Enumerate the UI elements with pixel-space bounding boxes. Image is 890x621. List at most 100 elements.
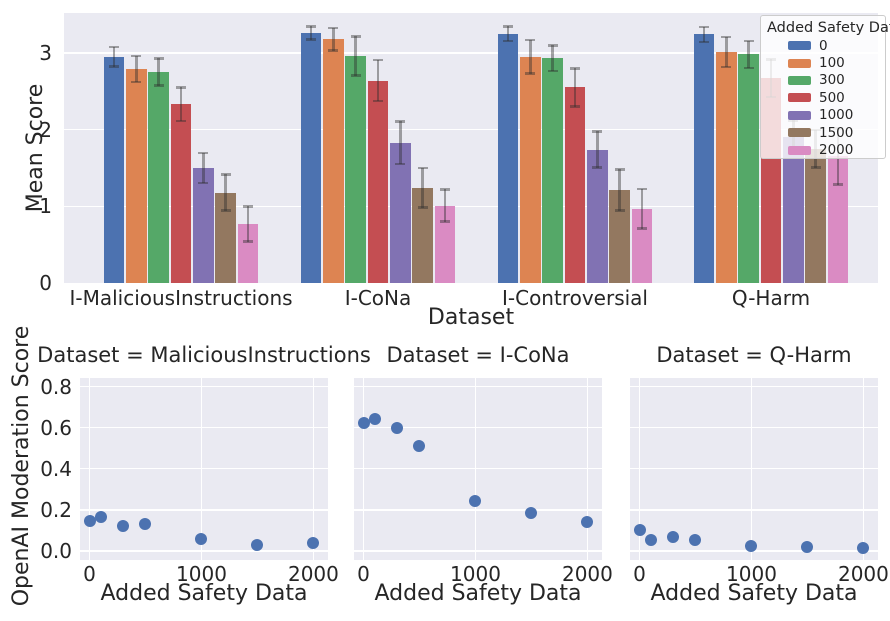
y-tick-label: 0 <box>39 271 52 295</box>
error-bar-cap <box>547 44 558 47</box>
bar-I-Controversial-300 <box>542 58 563 283</box>
gridline <box>64 205 878 207</box>
error-bar-cap <box>395 120 406 123</box>
error-bar-cap <box>198 151 209 155</box>
error-bar-cap <box>153 57 164 60</box>
gridline <box>64 52 878 54</box>
legend-item-label: 2000 <box>819 142 854 159</box>
scatter-point <box>413 440 426 453</box>
error-bar <box>332 27 335 51</box>
error-bar <box>376 59 380 102</box>
error-bar-cap <box>153 84 164 87</box>
gridline <box>312 378 315 560</box>
scatter-x-axis-label-2: Added Safety Data <box>374 581 582 606</box>
error-bar-cap <box>350 35 361 38</box>
legend-title: Added Safety Data <box>767 20 890 36</box>
legend-swatch-1500 <box>788 128 811 138</box>
bar-I-MaliciousInstructions-0 <box>103 56 125 283</box>
scatter-x-axis-label-1: Added Safety Data <box>100 581 308 606</box>
scatter-title-i-cona: Dataset = I-CoNa <box>386 343 570 367</box>
error-bar-cap <box>373 99 383 103</box>
legend-item-1000: 1000 <box>767 107 879 124</box>
error-bar-cap <box>198 181 209 185</box>
bar-I-CoNa-1500 <box>412 187 433 283</box>
bar-Q-Harm-1000 <box>783 137 804 283</box>
error-bar <box>443 189 447 222</box>
scatter-y-axis-label: OpenAI Moderation Score <box>9 325 34 607</box>
gridline <box>64 128 878 131</box>
error-bar-cap <box>306 25 317 28</box>
error-bar-cap <box>721 35 732 39</box>
x-tick-label-I-CoNa: I-CoNa <box>344 286 412 310</box>
gridline <box>630 468 878 470</box>
error-bar-cap <box>614 209 625 212</box>
error-bar-cap <box>832 183 843 186</box>
y-tick-label: 1 <box>39 194 52 219</box>
y-tick-label: 3 <box>39 40 52 65</box>
error-bar-cap <box>503 25 514 28</box>
legend-item-1500: 1500 <box>767 124 879 141</box>
x-tick-label-I-Controversial: I-Controversial <box>501 286 648 310</box>
error-bar-cap <box>328 49 339 52</box>
bar-chart-axes <box>64 13 878 283</box>
error-bar <box>529 39 532 74</box>
legend-swatch-0 <box>788 41 811 51</box>
scatter-y-tick-label: 0.8 <box>40 374 72 399</box>
gridline <box>354 468 602 470</box>
error-bar-cap <box>439 188 450 191</box>
error-bar-cap <box>699 25 710 29</box>
error-bar-cap <box>242 240 253 243</box>
error-bar-cap <box>743 66 754 70</box>
gridline <box>80 468 328 470</box>
scatter-point <box>801 540 814 553</box>
gridline <box>80 550 328 552</box>
bar-I-MaliciousInstructions-1000 <box>193 167 214 283</box>
error-bar <box>506 26 510 42</box>
bar-I-Controversial-500 <box>564 87 586 283</box>
gridline <box>750 378 753 560</box>
error-bar <box>747 40 750 69</box>
scatter-x-tick-label: 1000 <box>726 562 777 586</box>
scatter-x-tick-label: 2000 <box>561 562 613 586</box>
error-bar-cap <box>743 39 754 43</box>
legend-rows: 0 100 300 500 1000 1500 2000 <box>767 37 879 159</box>
bar-Q-Harm-300 <box>738 54 759 283</box>
scatter-x-tick-label: 2000 <box>287 562 339 586</box>
scatter-axes-q-harm <box>630 378 878 560</box>
error-bar <box>112 46 116 67</box>
scatter-point <box>525 506 538 519</box>
legend-item-2000: 2000 <box>767 141 879 158</box>
error-bar <box>157 58 160 86</box>
scatter-y-tick-label: 0.6 <box>40 415 72 440</box>
bar-I-CoNa-500 <box>367 80 389 283</box>
gridline <box>362 378 365 560</box>
scatter-point <box>581 516 594 529</box>
bar-I-CoNa-0 <box>300 32 322 283</box>
error-bar-cap <box>592 130 603 133</box>
legend-item-500: 500 <box>767 89 879 106</box>
bar-Q-Harm-100 <box>716 52 737 283</box>
error-bar <box>399 121 402 165</box>
gridline <box>354 427 602 429</box>
bar-Q-Harm-2000 <box>827 156 849 283</box>
gridline <box>354 385 602 388</box>
scatter-point <box>83 515 96 528</box>
gridline <box>80 385 328 388</box>
legend-item-0: 0 <box>767 37 879 54</box>
y-tick-label: 2 <box>39 117 52 142</box>
scatter-point <box>307 536 320 549</box>
legend-item-label: 0 <box>819 37 828 54</box>
error-bar-cap <box>570 105 580 108</box>
error-bar-cap <box>525 38 536 42</box>
error-bar-cap <box>176 119 186 123</box>
error-bar-cap <box>570 67 580 70</box>
scatter-x-tick-label: 1000 <box>450 562 501 586</box>
error-bar-cap <box>328 26 339 30</box>
error-bar-cap <box>614 168 625 171</box>
error-bar-cap <box>131 80 142 84</box>
scatter-y-tick-label: 0.4 <box>40 456 72 481</box>
bar-I-CoNa-2000 <box>434 205 456 283</box>
bar-I-MaliciousInstructions-100 <box>126 69 147 283</box>
scatter-point <box>195 532 208 545</box>
